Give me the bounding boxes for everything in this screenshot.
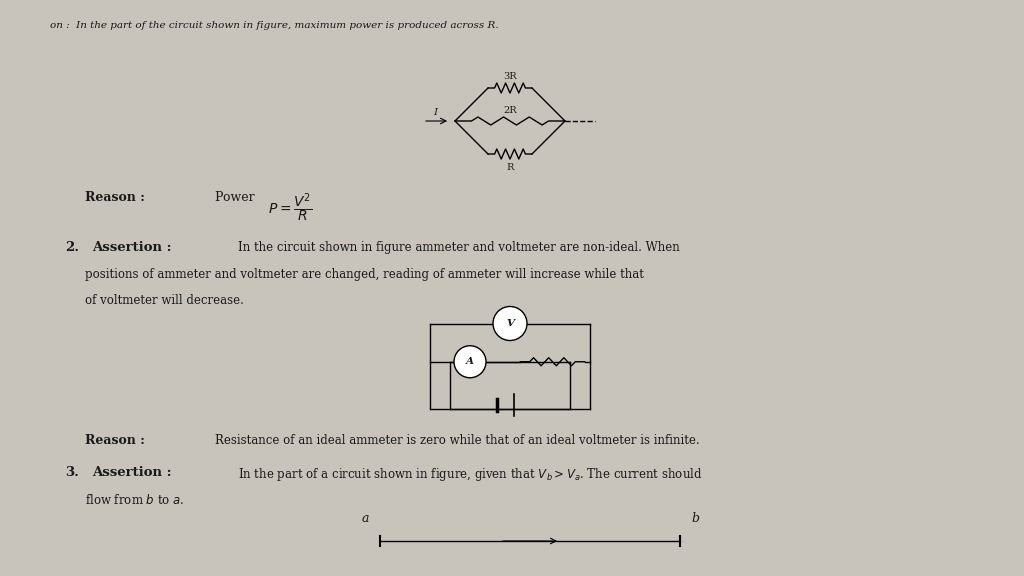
Text: Reason :: Reason : (85, 434, 144, 447)
Text: a: a (361, 512, 369, 525)
Text: A: A (466, 357, 474, 366)
Circle shape (454, 346, 486, 378)
Text: b: b (691, 512, 699, 525)
Text: of voltmeter will decrease.: of voltmeter will decrease. (85, 294, 244, 307)
Text: 3.: 3. (65, 466, 79, 479)
Text: 2.: 2. (65, 241, 79, 254)
Text: Assertion :: Assertion : (92, 466, 172, 479)
Text: In the part of a circuit shown in figure, given that $V_b > V_a$. The current sh: In the part of a circuit shown in figure… (238, 466, 702, 483)
Text: Assertion :: Assertion : (92, 241, 172, 254)
Circle shape (493, 306, 527, 340)
Text: R: R (506, 163, 514, 172)
Text: on :  In the part of the circuit shown in figure, maximum power is produced acro: on : In the part of the circuit shown in… (50, 21, 499, 30)
Text: 3R: 3R (503, 72, 517, 81)
Text: I: I (433, 108, 437, 117)
Text: Reason :: Reason : (85, 191, 144, 204)
Text: In the circuit shown in figure ammeter and voltmeter are non-ideal. When: In the circuit shown in figure ammeter a… (238, 241, 680, 254)
Text: $P = \dfrac{V^2}{R}$: $P = \dfrac{V^2}{R}$ (268, 191, 312, 224)
Text: flow from $b$ to $a$.: flow from $b$ to $a$. (85, 493, 184, 507)
Text: 2R: 2R (503, 106, 517, 115)
Text: Power: Power (215, 191, 259, 204)
Text: Resistance of an ideal ammeter is zero while that of an ideal voltmeter is infin: Resistance of an ideal ammeter is zero w… (215, 434, 699, 447)
Text: V: V (506, 319, 514, 328)
Text: positions of ammeter and voltmeter are changed, reading of ammeter will increase: positions of ammeter and voltmeter are c… (85, 268, 644, 281)
